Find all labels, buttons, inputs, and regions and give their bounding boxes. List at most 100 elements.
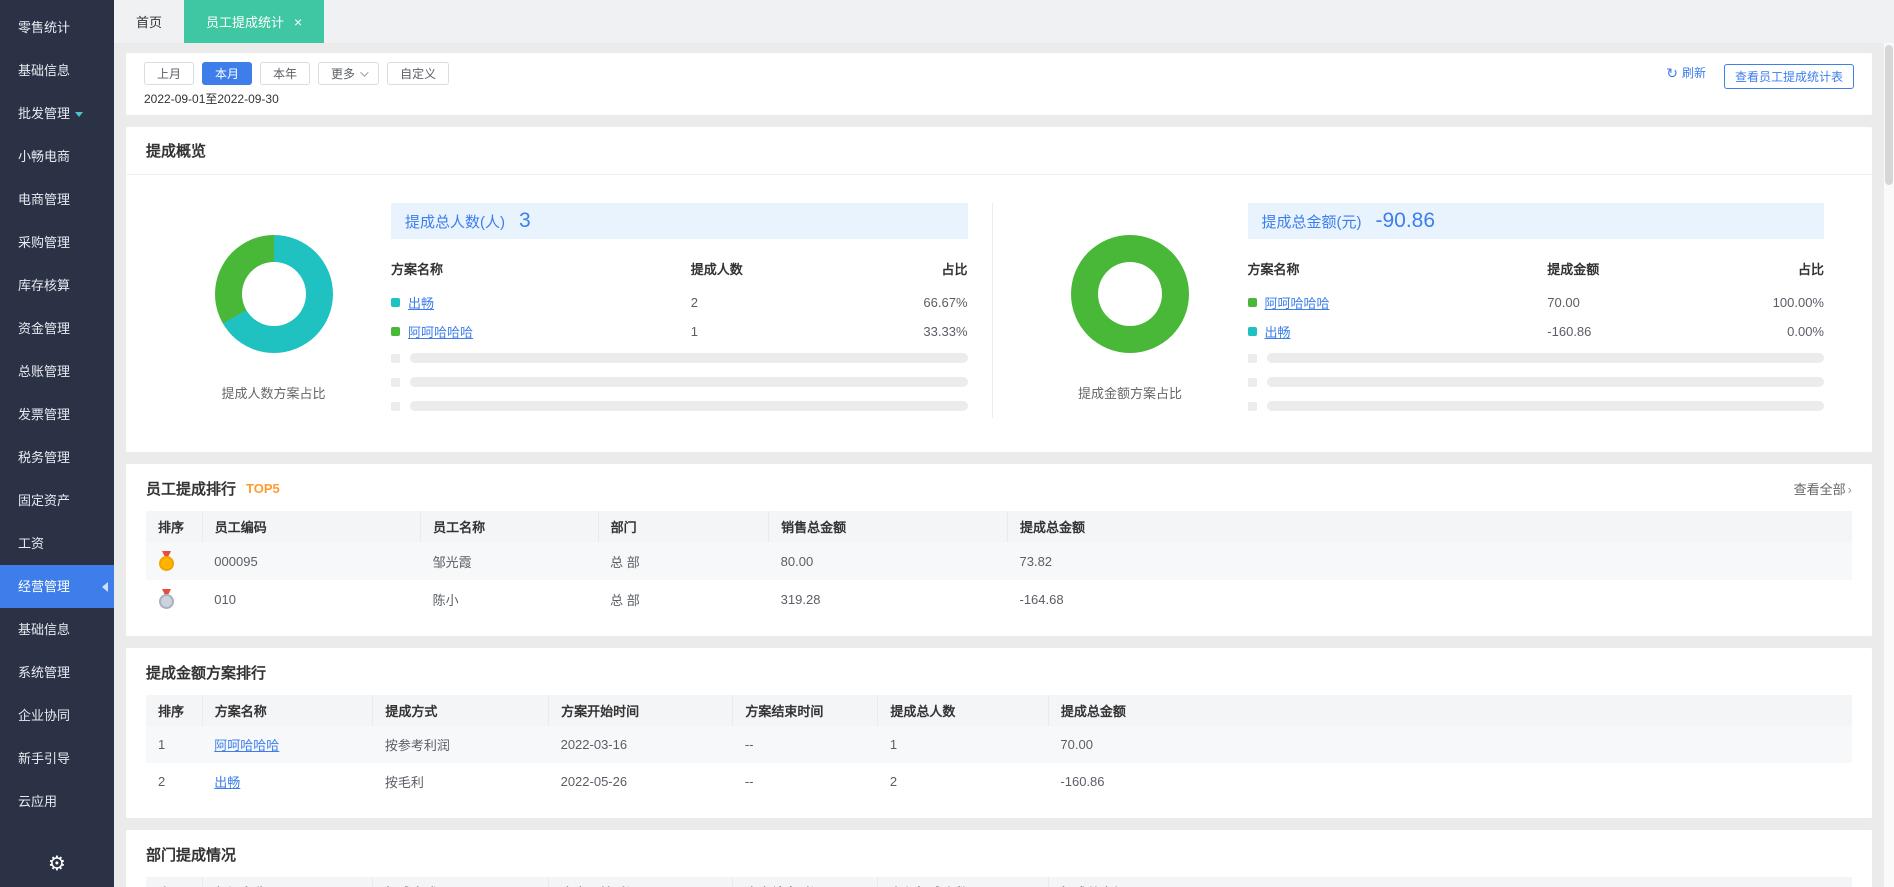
refresh-label: 刷新 bbox=[1681, 66, 1706, 80]
tab[interactable]: 员工提成统计 × bbox=[184, 0, 325, 43]
plan-ranking-title: 提成金额方案排行 bbox=[146, 665, 267, 682]
plan-name-link[interactable]: 阿呵哈哈哈 bbox=[1264, 296, 1330, 311]
sidebar-item[interactable]: 新手引导 bbox=[0, 737, 114, 780]
chevron-right-icon: › bbox=[1847, 482, 1852, 497]
content-scrollbar bbox=[1884, 43, 1894, 887]
sidebar-item-label: 税务管理 bbox=[18, 450, 71, 465]
legend-value: 70.00 bbox=[1547, 295, 1580, 310]
date-range-text: 2022-09-01至2022-09-30 bbox=[144, 92, 279, 106]
column-header: 方案结束时间 bbox=[732, 877, 879, 887]
column-header: 提成方式 bbox=[372, 695, 550, 726]
sidebar-item-label: 工资 bbox=[18, 536, 45, 551]
plan-name-link[interactable]: 出畅 bbox=[1264, 325, 1291, 340]
plan-ranking-card: 提成金额方案排行 排序 方案名称 提成方式 方案开始时间 方案结束时间 提成总人数 提成总金… bbox=[126, 648, 1872, 818]
overview-card: 提成概览 提成人数方案占比 提成总人数(人) 3 方案名 bbox=[126, 127, 1872, 452]
sidebar-item[interactable]: 云应用 bbox=[0, 780, 114, 823]
people-legend-rows: 出畅 2 66.67% 阿呵哈哈哈 bbox=[391, 288, 968, 346]
table-header-row: 排序 方案名称 提成方式 方案开始时间 方案结束时间 提成总人数 提成总金额 bbox=[146, 695, 1852, 726]
sidebar-item-label: 基础信息 bbox=[18, 63, 71, 78]
sidebar-item[interactable]: 基础信息 bbox=[0, 49, 114, 92]
sidebar-item-label: 云应用 bbox=[18, 794, 58, 809]
department-title: 部门提成情况 bbox=[146, 847, 237, 864]
table-row[interactable]: 1 阿呵哈哈哈 按参考利润 2022-03-16 -- 1 70.00 bbox=[146, 726, 1852, 763]
plan-table-wrap: 排序 方案名称 提成方式 方案开始时间 方案结束时间 提成总人数 提成总金额 1 阿呵哈哈哈… bbox=[126, 695, 1872, 818]
overview-title-row: 提成概览 bbox=[126, 127, 1872, 175]
employee-code-cell: 010 bbox=[214, 591, 236, 607]
skeleton-row bbox=[1247, 346, 1824, 370]
date-filter-button[interactable]: 本年 bbox=[260, 62, 311, 85]
date-filter-button[interactable]: 本月 bbox=[202, 62, 253, 85]
table-row[interactable]: 000095 邹光霞 总 部 80.00 73.82 bbox=[146, 542, 1852, 580]
sidebar-item[interactable]: 库存核算 bbox=[0, 264, 114, 307]
sidebar-item[interactable]: 采购管理 bbox=[0, 221, 114, 264]
sidebar-item[interactable]: 零售统计 bbox=[0, 6, 114, 49]
sidebar-item-label: 总账管理 bbox=[18, 364, 71, 379]
column-header: 部门 bbox=[598, 511, 770, 542]
column-header: 部门名称 bbox=[202, 877, 374, 887]
sidebar-item[interactable]: 企业协同 bbox=[0, 694, 114, 737]
column-header: 提成总人数 bbox=[877, 695, 1049, 726]
column-header: 序号 bbox=[146, 877, 203, 887]
table-row[interactable]: 2 出畅 按毛利 2022-05-26 -- 2 -160.86 bbox=[146, 763, 1852, 800]
sidebar-item[interactable]: 资金管理 bbox=[0, 307, 114, 350]
content-area: 上月 本月 本年 bbox=[114, 43, 1894, 887]
plan-name-cell: 出畅 bbox=[202, 763, 373, 800]
view-all-link[interactable]: 查看全部 › bbox=[1793, 482, 1852, 497]
legend-row: 阿呵哈哈哈 70.00 100.00% bbox=[1247, 288, 1824, 317]
skeleton-row bbox=[391, 394, 968, 418]
date-filter-button[interactable]: 更多 bbox=[318, 62, 380, 85]
sidebar-item[interactable]: 发票管理 bbox=[0, 393, 114, 436]
skeleton-row bbox=[391, 370, 968, 394]
employee-name-cell: 陈小 bbox=[432, 592, 459, 608]
date-filter-button[interactable]: 上月 bbox=[144, 62, 195, 85]
sidebar-item[interactable]: 批发管理 bbox=[0, 92, 114, 135]
sidebar-item[interactable]: 经营管理 bbox=[0, 565, 114, 608]
tab-label: 首页 bbox=[136, 15, 163, 30]
refresh-button[interactable]: ↻ 刷新 bbox=[1666, 64, 1706, 81]
sidebar-item[interactable]: 基础信息 bbox=[0, 608, 114, 651]
plan-name-cell: 阿呵哈哈哈 bbox=[202, 726, 373, 763]
column-header: 方案结束时间 bbox=[732, 695, 879, 726]
sidebar-item-label: 小畅电商 bbox=[18, 149, 71, 164]
filter-right: ↻ 刷新 查看员工提成统计表 bbox=[1666, 62, 1854, 107]
main-area: 首页 × 员工提成统计 × 上月 bbox=[114, 0, 1894, 887]
plan-name-link[interactable]: 阿呵哈哈哈 bbox=[214, 738, 280, 753]
date-filter-label: 自定义 bbox=[400, 67, 437, 81]
sidebar-item-label: 经营管理 bbox=[18, 579, 71, 594]
plan-name-link[interactable]: 出畅 bbox=[408, 296, 435, 311]
sidebar-item[interactable]: 总账管理 bbox=[0, 350, 114, 393]
plan-name-link[interactable]: 出畅 bbox=[214, 775, 241, 790]
gear-icon[interactable]: ⚙ bbox=[48, 852, 66, 875]
sidebar-item[interactable]: 系统管理 bbox=[0, 651, 114, 694]
view-report-button[interactable]: 查看员工提成统计表 bbox=[1723, 64, 1854, 89]
legend-pct: 33.33% bbox=[923, 324, 968, 339]
column-header: 提成方式 bbox=[372, 877, 550, 887]
sales-total-cell: 80.00 bbox=[780, 553, 814, 569]
sidebar-item-label: 资金管理 bbox=[18, 321, 71, 336]
column-header: 提成总金额 bbox=[1048, 695, 1852, 726]
scrollbar-thumb[interactable] bbox=[1885, 45, 1893, 185]
sidebar-item-label: 零售统计 bbox=[18, 20, 71, 35]
overview-people-panel: 提成人数方案占比 提成总人数(人) 3 方案名称 提成人数 占比 bbox=[156, 203, 986, 418]
amount-stat-label: 提成总金额(元) bbox=[1261, 213, 1362, 231]
sidebar-item-label: 发票管理 bbox=[18, 407, 71, 422]
column-label: 占比 bbox=[1797, 262, 1824, 277]
legend-value: 2 bbox=[690, 295, 699, 310]
employee-ranking-title-row: 员工提成排行 TOP5 查看全部 › bbox=[126, 464, 1872, 511]
sidebar-item[interactable]: 电商管理 bbox=[0, 178, 114, 221]
plan-name-link[interactable]: 阿呵哈哈哈 bbox=[408, 325, 474, 340]
chevron-left-icon bbox=[102, 581, 108, 592]
sidebar-item[interactable]: 工资 bbox=[0, 522, 114, 565]
employee-name-cell: 邹光霞 bbox=[432, 554, 472, 570]
tab[interactable]: 首页 × bbox=[114, 0, 184, 43]
amount-stat-column: 提成总金额(元) -90.86 方案名称 提成金额 占比 bbox=[1247, 203, 1843, 418]
sidebar-item[interactable]: 小畅电商 bbox=[0, 135, 114, 178]
date-filter-label: 本月 bbox=[215, 67, 240, 81]
sidebar-item[interactable]: 税务管理 bbox=[0, 436, 114, 479]
table-row[interactable]: 010 陈小 总 部 319.28 -164.68 bbox=[146, 580, 1852, 618]
sidebar-item[interactable]: 固定资产 bbox=[0, 479, 114, 522]
close-icon[interactable]: × bbox=[294, 13, 303, 30]
column-header: 提成总金额 bbox=[1048, 877, 1852, 887]
date-filter-button[interactable]: 自定义 bbox=[387, 62, 450, 85]
department-cell: 总 部 bbox=[610, 554, 640, 570]
